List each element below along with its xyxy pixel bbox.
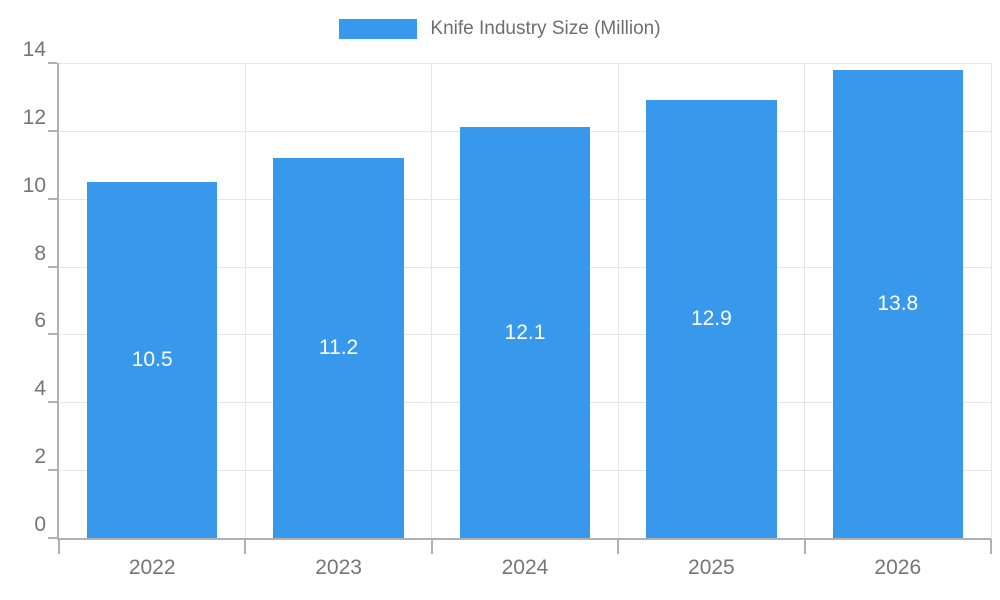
y-axis-tick	[48, 401, 57, 404]
bar-value-label: 12.1	[504, 320, 546, 344]
y-tick-label: 12	[22, 105, 46, 129]
x-axis-tick	[244, 540, 247, 554]
bar-2025[interactable]: 12.9	[646, 100, 777, 538]
x-tick-label-2022: 2022	[128, 556, 176, 579]
x-axis-tick	[58, 540, 60, 554]
x-axis-tick	[430, 540, 433, 554]
y-axis-tick	[48, 537, 57, 539]
x-tick-label-2023: 2023	[315, 556, 362, 579]
y-tick-label: 6	[34, 309, 46, 333]
y-tick-label: 2	[34, 445, 46, 469]
legend-series-label: Knife Industry Size (Million)	[430, 18, 661, 39]
y-axis-tick	[48, 333, 57, 336]
x-tick-label-2025: 2025	[688, 556, 735, 579]
x-gridline	[617, 63, 619, 538]
legend-swatch-icon	[339, 19, 418, 39]
x-tick-label-2024: 2024	[501, 556, 549, 579]
x-axis-tick	[803, 540, 806, 554]
bar-2023[interactable]: 11.2	[273, 158, 404, 538]
x-gridline	[431, 63, 433, 538]
plot-area: 0 2 4 6 8 10 12 14 10.5 2022 11.2 2023 12.1 2024 12.9 2…	[23, 38, 992, 579]
y-tick-label: 0	[34, 513, 46, 536]
y-axis-tick	[48, 265, 57, 268]
y-axis-tick	[48, 62, 57, 64]
y-tick-label: 14	[22, 38, 46, 61]
bar-value-label: 10.5	[131, 347, 173, 371]
bar-value-label: 12.9	[690, 307, 732, 331]
x-gridline	[244, 63, 246, 538]
bar-2026[interactable]: 13.8	[832, 69, 964, 538]
y-axis-tick	[48, 469, 57, 472]
chart-legend[interactable]: Knife Industry Size (Million)	[0, 18, 1000, 40]
x-axis-tick	[617, 540, 620, 554]
y-tick-label: 4	[34, 377, 46, 401]
bar-2022[interactable]: 10.5	[86, 181, 218, 538]
y-gridline	[59, 63, 991, 64]
bar-2024[interactable]: 12.1	[459, 127, 591, 538]
y-tick-label: 10	[22, 173, 46, 197]
y-axis-tick	[48, 197, 57, 200]
y-axis-tick	[48, 129, 57, 132]
x-axis-tick	[990, 540, 992, 554]
x-gridline	[804, 63, 806, 538]
x-tick-label-2026: 2026	[874, 556, 922, 579]
bar-value-label: 11.2	[318, 336, 359, 359]
y-tick-label: 8	[34, 241, 46, 265]
bar-value-label: 13.8	[877, 291, 919, 315]
